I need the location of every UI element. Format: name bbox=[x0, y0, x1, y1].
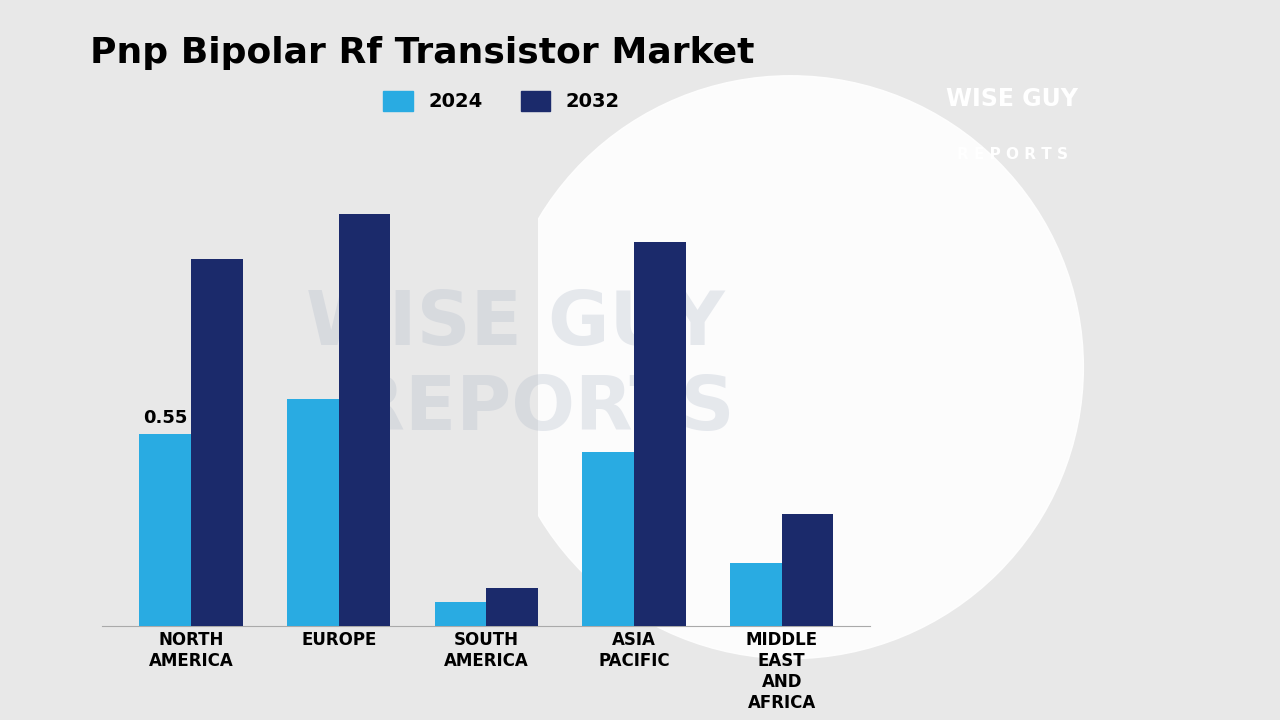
Text: WISE GUY
  REPORTS: WISE GUY REPORTS bbox=[296, 289, 735, 446]
Text: 0.55: 0.55 bbox=[143, 409, 187, 427]
Text: WISE GUY: WISE GUY bbox=[946, 86, 1079, 111]
Bar bbox=[191, 259, 243, 626]
Text: R E P O R T S: R E P O R T S bbox=[957, 147, 1068, 161]
Text: Pnp Bipolar Rf Transistor Market: Pnp Bipolar Rf Transistor Market bbox=[90, 36, 754, 70]
Bar bbox=[582, 451, 634, 626]
Bar bbox=[435, 602, 486, 626]
Bar bbox=[140, 434, 191, 626]
Bar bbox=[782, 515, 833, 626]
Legend: 2024, 2032: 2024, 2032 bbox=[375, 83, 628, 119]
Circle shape bbox=[498, 76, 1083, 659]
Bar bbox=[486, 588, 538, 626]
Bar bbox=[287, 399, 339, 626]
Bar bbox=[730, 564, 782, 626]
Bar bbox=[634, 242, 686, 626]
Bar bbox=[339, 214, 390, 626]
